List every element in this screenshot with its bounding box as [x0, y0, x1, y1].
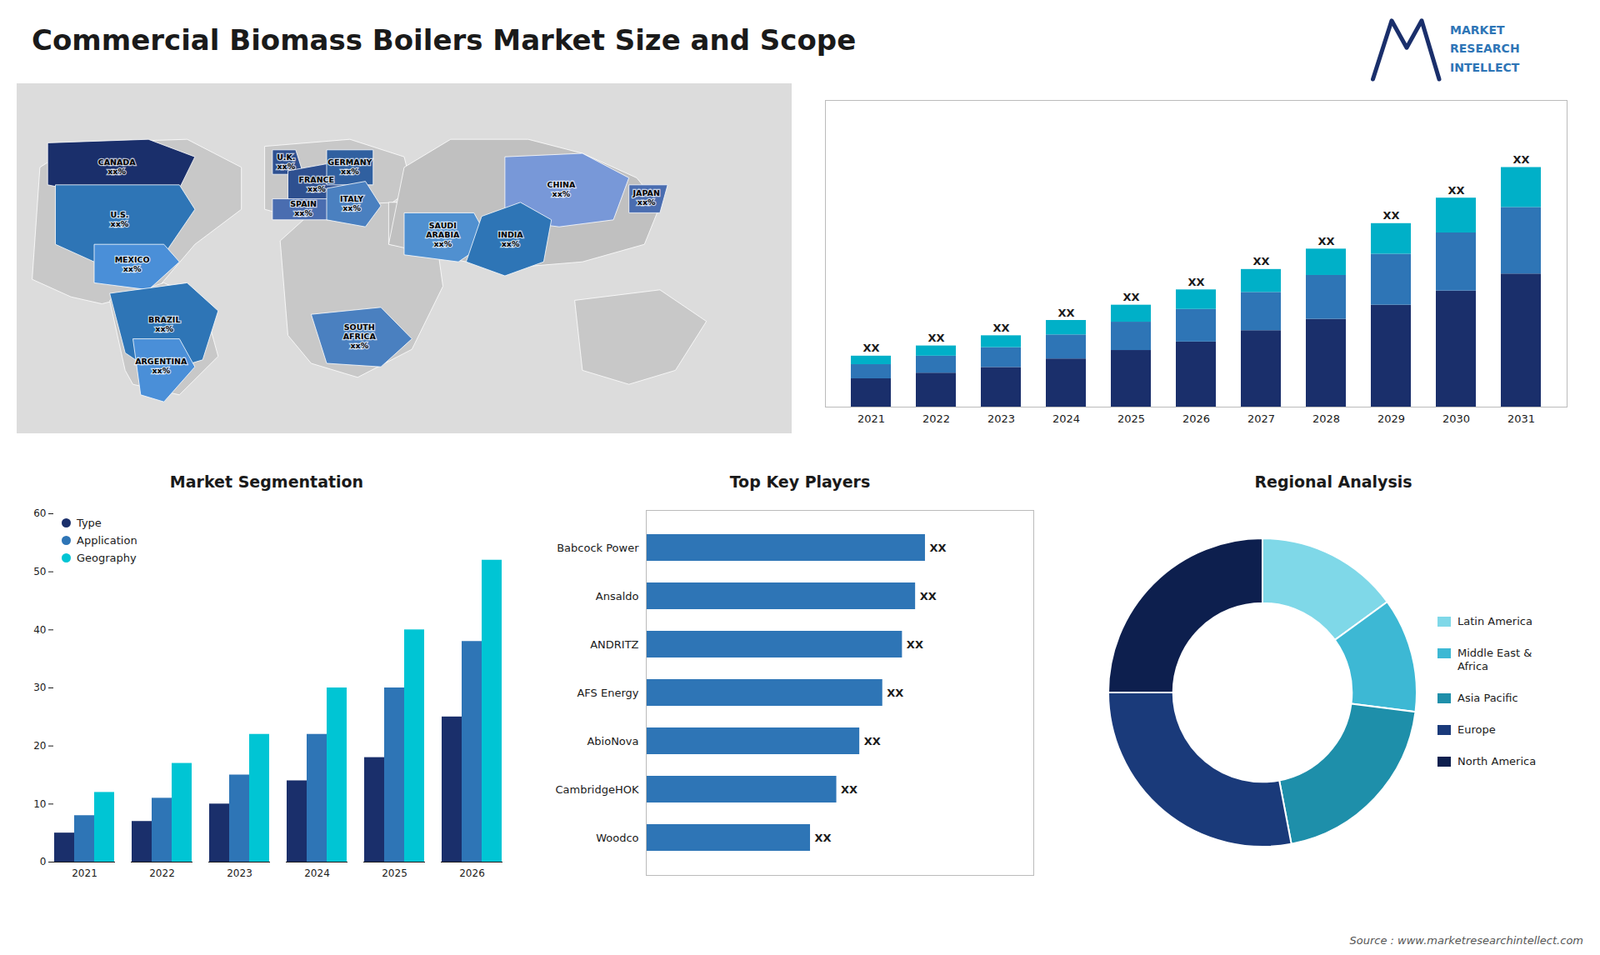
svg-text:0: 0 [40, 855, 47, 868]
html-text:Application: Application [76, 534, 138, 547]
svg-text:INTELLECT: INTELLECT [1450, 60, 1520, 75]
svg-text:50: 50 [33, 565, 46, 578]
html-text:Market Segmentation: Market Segmentation [169, 472, 364, 491]
svg-text:2031: 2031 [1507, 412, 1535, 425]
svg-text:XX: XX [920, 590, 937, 603]
svg-text:2030: 2030 [1442, 412, 1470, 425]
svg-text:INDIAxx%: INDIAxx% [497, 230, 524, 249]
svg-text:SAUDIARABIAxx%: SAUDIARABIAxx% [425, 220, 460, 249]
svg-text:North America: North America [1457, 755, 1536, 768]
svg-text:Asia Pacific: Asia Pacific [1457, 691, 1519, 705]
svg-text:2024: 2024 [1052, 412, 1080, 425]
svg-text:XX: XX [886, 686, 904, 700]
html-text:Type: Type [76, 516, 102, 530]
html-text:Commercial Biomass Boilers Mar: Commercial Biomass Boilers Market Size a… [31, 23, 857, 57]
svg-text:XX: XX [862, 341, 880, 355]
svg-text:2023: 2023 [226, 867, 253, 880]
svg-text:XX: XX [992, 321, 1010, 335]
svg-text:60: 60 [33, 507, 46, 520]
svg-text:XX: XX [1057, 306, 1075, 320]
svg-text:2025: 2025 [381, 867, 408, 880]
svg-text:2021: 2021 [71, 867, 98, 880]
svg-text:2026: 2026 [459, 867, 485, 880]
svg-text:XX: XX [929, 541, 946, 555]
svg-text:2021: 2021 [857, 412, 885, 425]
svg-text:2023: 2023 [987, 412, 1015, 425]
svg-text:XX: XX [1122, 290, 1140, 304]
svg-text:CANADAxx%: CANADAxx% [98, 157, 137, 176]
svg-text:XX: XX [1187, 275, 1205, 289]
svg-text:Middle East &Africa: Middle East &Africa [1457, 646, 1532, 673]
svg-text:MEXICOxx%: MEXICOxx% [115, 255, 150, 274]
svg-text:2029: 2029 [1377, 412, 1405, 425]
svg-text:XX: XX [864, 735, 881, 748]
svg-text:SOUTHAFRICAxx%: SOUTHAFRICAxx% [343, 322, 377, 350]
svg-text:XX: XX [906, 638, 924, 651]
svg-text:2027: 2027 [1247, 412, 1275, 425]
svg-text:40: 40 [33, 624, 46, 636]
svg-text:2022: 2022 [149, 867, 175, 880]
svg-text:XX: XX [840, 783, 858, 796]
svg-text:Woodco: Woodco [595, 831, 639, 845]
svg-text:XX: XX [927, 331, 945, 345]
svg-text:XX: XX [1317, 235, 1335, 248]
svg-text:ANDRITZ: ANDRITZ [590, 638, 639, 651]
html-text:Source : www.marketresearchint: Source : www.marketresearchintellect.com [1349, 934, 1584, 947]
svg-text:CHINAxx%: CHINAxx% [547, 180, 576, 199]
svg-text:10: 10 [33, 798, 46, 810]
svg-text:MARKET: MARKET [1450, 23, 1505, 37]
svg-text:SPAINxx%: SPAINxx% [290, 199, 317, 218]
svg-text:XX: XX [1512, 153, 1530, 166]
svg-text:XX: XX [1252, 255, 1270, 268]
svg-text:AFS Energy: AFS Energy [576, 686, 639, 700]
svg-text:2024: 2024 [304, 867, 330, 880]
svg-text:CambridgeHOK: CambridgeHOK [555, 783, 640, 796]
svg-text:2025: 2025 [1117, 412, 1145, 425]
svg-text:2028: 2028 [1312, 412, 1340, 425]
svg-text:Ansaldo: Ansaldo [595, 590, 640, 603]
svg-text:ITALYxx%: ITALYxx% [340, 194, 364, 213]
html-text:Geography: Geography [76, 551, 137, 565]
svg-text:FRANCExx%: FRANCExx% [298, 175, 335, 194]
svg-text:GERMANYxx%: GERMANYxx% [327, 157, 372, 176]
svg-text:XX: XX [815, 831, 832, 845]
svg-text:Latin America: Latin America [1457, 615, 1533, 628]
svg-text:20: 20 [33, 740, 46, 752]
svg-text:U.K.xx%: U.K.xx% [276, 152, 296, 171]
svg-text:JAPANxx%: JAPANxx% [632, 188, 660, 207]
html-text:Regional Analysis: Regional Analysis [1254, 472, 1413, 491]
svg-text:ARGENTINAxx%: ARGENTINAxx% [135, 356, 188, 375]
svg-text:RESEARCH: RESEARCH [1450, 41, 1520, 55]
svg-text:XX: XX [1447, 184, 1465, 197]
svg-text:Babcock Power: Babcock Power [556, 541, 640, 555]
svg-text:2022: 2022 [922, 412, 950, 425]
svg-text:Europe: Europe [1457, 723, 1496, 736]
svg-text:XX: XX [1382, 209, 1400, 222]
svg-text:AbioNova: AbioNova [586, 735, 639, 748]
svg-text:U.S.xx%: U.S.xx% [110, 210, 130, 229]
svg-text:BRAZILxx%: BRAZILxx% [148, 315, 180, 334]
html-text:Top Key Players: Top Key Players [729, 472, 871, 491]
svg-text:2026: 2026 [1182, 412, 1210, 425]
svg-text:30: 30 [33, 681, 46, 694]
